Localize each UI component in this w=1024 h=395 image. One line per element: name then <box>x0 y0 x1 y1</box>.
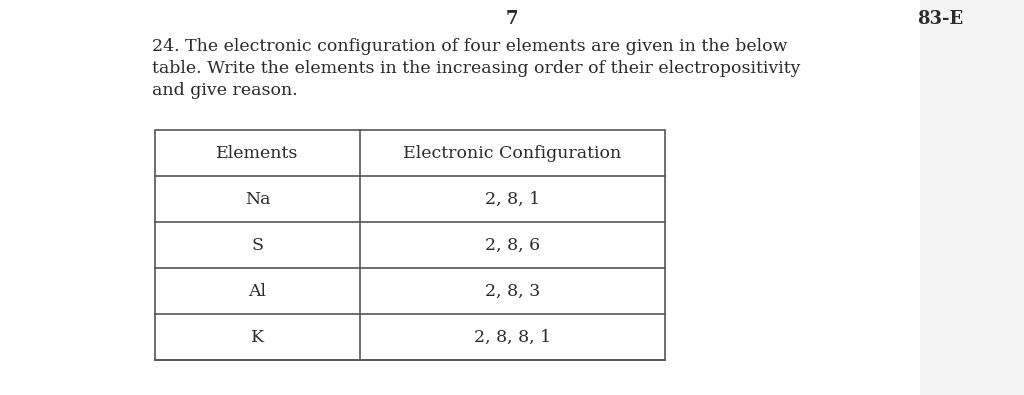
Text: 7: 7 <box>506 10 518 28</box>
Text: 83-E: 83-E <box>916 10 963 28</box>
Text: 2, 8, 8, 1: 2, 8, 8, 1 <box>474 329 551 346</box>
Text: and give reason.: and give reason. <box>152 82 298 99</box>
Text: S: S <box>252 237 263 254</box>
Text: table. Write the elements in the increasing order of their electropositivity: table. Write the elements in the increas… <box>152 60 801 77</box>
Text: Elements: Elements <box>216 145 299 162</box>
Text: K: K <box>251 329 264 346</box>
Bar <box>920 0 1024 395</box>
Text: 2, 8, 6: 2, 8, 6 <box>485 237 540 254</box>
Text: Electronic Configuration: Electronic Configuration <box>403 145 622 162</box>
Text: 2, 8, 1: 2, 8, 1 <box>485 190 540 207</box>
Text: Na: Na <box>245 190 270 207</box>
Text: 24. The electronic configuration of four elements are given in the below: 24. The electronic configuration of four… <box>152 38 787 55</box>
Bar <box>155 130 665 360</box>
Text: Al: Al <box>249 282 266 299</box>
Text: 2, 8, 3: 2, 8, 3 <box>485 282 540 299</box>
